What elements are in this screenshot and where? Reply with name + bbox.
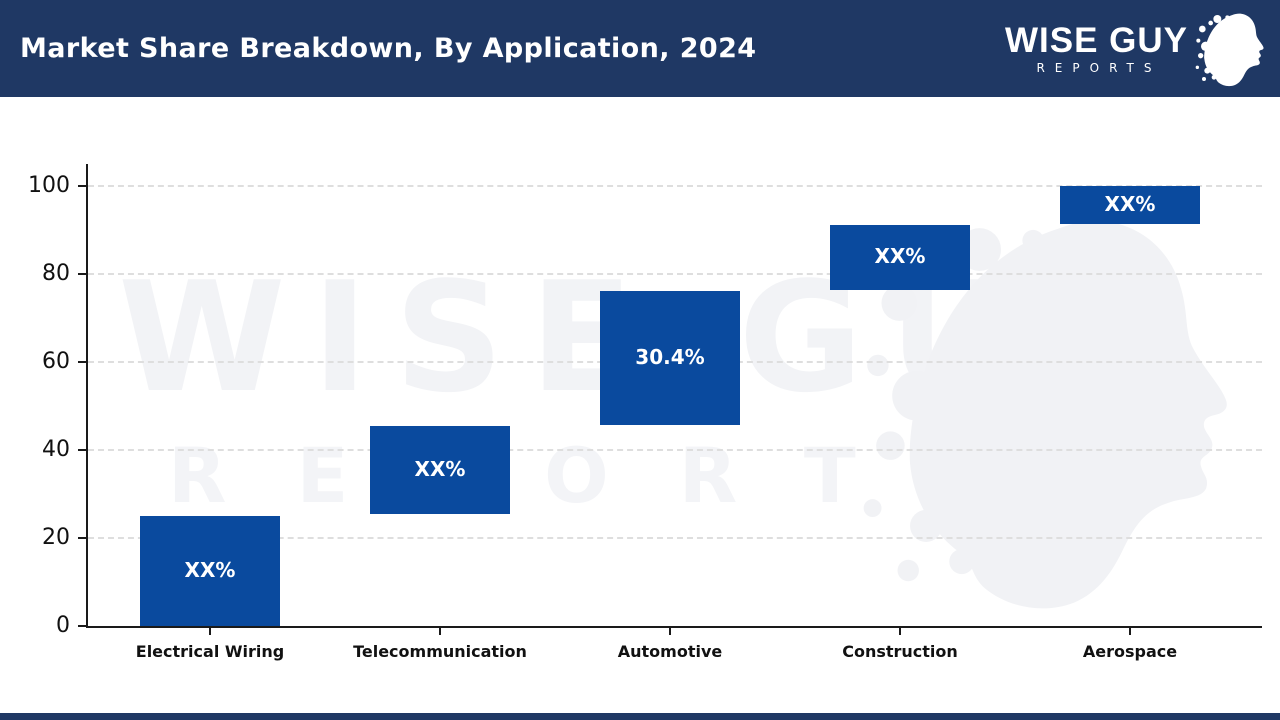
y-tick-label-100: 100 <box>28 173 70 198</box>
x-tick-label-automotive: Automotive <box>617 642 723 661</box>
page-title: Market Share Breakdown, By Application, … <box>20 33 757 64</box>
y-tick-mark-0 <box>78 625 86 627</box>
x-tick-label-construction: Construction <box>842 642 958 661</box>
y-tick-mark-60 <box>78 361 86 363</box>
x-tick-label-telecommunication: Telecommunication <box>353 642 527 661</box>
y-axis-line <box>86 164 88 628</box>
y-tick-mark-80 <box>78 273 86 275</box>
x-tick-label-aerospace: Aerospace <box>1082 642 1178 661</box>
bar-value-label: XX% <box>414 456 466 481</box>
y-tick-label-0: 0 <box>56 613 70 638</box>
gridline-20 <box>88 537 1262 539</box>
bar-telecommunication: XX% <box>370 425 510 514</box>
logo-wordmark: WISE GUY <box>1004 21 1188 60</box>
x-tick-mark-3 <box>899 628 901 635</box>
y-tick-label-40: 40 <box>42 437 70 462</box>
bar-chart-plot: 0 20 40 60 80 100 XX% Electrical Wiring XX% Telec… <box>28 164 1262 661</box>
y-tick-mark-100 <box>78 185 86 187</box>
bar-automotive: 30.4% <box>600 291 740 425</box>
wise-guy-logo: WISE GUY REPORTS <box>1005 6 1266 92</box>
bar-value-label: XX% <box>184 558 236 582</box>
y-tick-label-20: 20 <box>42 525 70 550</box>
x-tick-mark-4 <box>1129 628 1131 635</box>
footer-bar <box>0 713 1280 720</box>
gridline-40 <box>88 449 1262 451</box>
logo-subtitle: REPORTS <box>1036 61 1162 75</box>
logo-text: WISE GUY REPORTS <box>1005 23 1188 75</box>
x-tick-mark-0 <box>209 628 211 635</box>
bar-value-label: XX% <box>874 244 926 269</box>
gridline-100 <box>88 185 1262 187</box>
x-tick-mark-2 <box>669 628 671 635</box>
x-tick-label-electrical-wiring: Electrical Wiring <box>135 642 285 661</box>
bar-value-label: 30.4% <box>635 345 705 370</box>
header-bar: Market Share Breakdown, By Application, … <box>0 0 1280 97</box>
y-tick-mark-40 <box>78 449 86 451</box>
bar-construction: XX% <box>830 224 970 290</box>
y-tick-label-60: 60 <box>42 349 70 374</box>
x-tick-mark-1 <box>439 628 441 635</box>
y-tick-label-80: 80 <box>42 261 70 286</box>
bar-value-label: XX% <box>1104 191 1156 216</box>
logo-face-icon <box>1195 13 1264 87</box>
y-tick-mark-20 <box>78 537 86 539</box>
bar-aerospace: XX% <box>1060 186 1200 224</box>
x-axis-line <box>86 626 1262 628</box>
bar-electrical-wiring: XX% <box>140 516 280 626</box>
gridline-80 <box>88 273 1262 275</box>
